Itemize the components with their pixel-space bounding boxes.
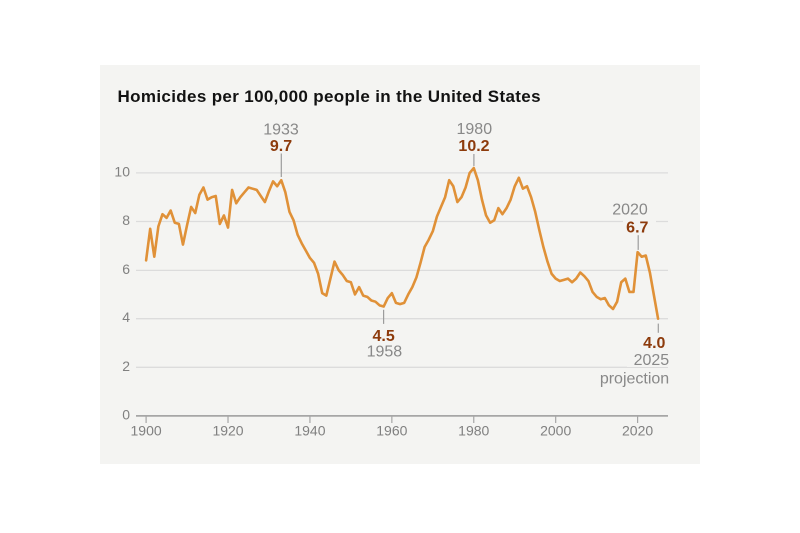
svg-text:10.2: 10.2	[458, 138, 489, 155]
svg-text:6: 6	[122, 261, 130, 277]
svg-text:4.5: 4.5	[372, 328, 394, 345]
svg-text:6.7: 6.7	[626, 220, 648, 237]
svg-text:2025: 2025	[634, 352, 670, 369]
svg-text:9.7: 9.7	[270, 138, 292, 155]
svg-text:1900: 1900	[131, 423, 162, 439]
svg-text:Homicides per 100,000 people i: Homicides per 100,000 people in the Unit…	[118, 87, 541, 106]
svg-text:0: 0	[122, 406, 130, 422]
svg-text:2: 2	[122, 358, 130, 374]
svg-text:projection: projection	[600, 370, 669, 387]
svg-text:2020: 2020	[612, 202, 648, 219]
svg-text:1980: 1980	[457, 121, 493, 138]
svg-text:1980: 1980	[458, 423, 489, 439]
svg-text:1958: 1958	[367, 343, 403, 360]
svg-text:1960: 1960	[376, 423, 407, 439]
svg-text:1940: 1940	[294, 423, 325, 439]
svg-text:8: 8	[122, 212, 130, 228]
svg-text:1933: 1933	[263, 122, 299, 139]
svg-text:2000: 2000	[540, 423, 571, 439]
svg-text:2020: 2020	[622, 423, 653, 439]
svg-text:4: 4	[122, 309, 130, 325]
svg-text:10: 10	[114, 163, 130, 179]
svg-text:1920: 1920	[212, 423, 243, 439]
svg-text:4.0: 4.0	[643, 335, 665, 352]
